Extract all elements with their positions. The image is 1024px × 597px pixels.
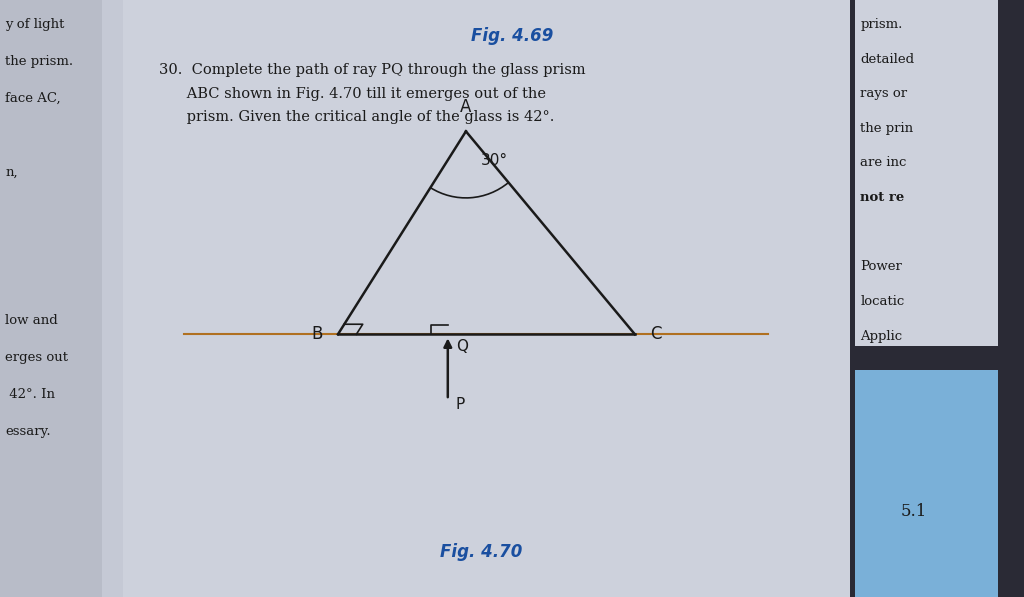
Text: 30°: 30° [480,153,508,168]
Text: rays or: rays or [860,87,907,100]
Text: are inc: are inc [860,156,906,170]
FancyBboxPatch shape [855,370,998,597]
Text: locatic: locatic [860,295,904,308]
Text: detailed: detailed [860,53,914,66]
Text: Applic: Applic [860,330,902,343]
Text: ABC shown in Fig. 4.70 till it emerges out of the: ABC shown in Fig. 4.70 till it emerges o… [159,87,546,100]
Text: 30.  Complete the path of ray PQ through the glass prism: 30. Complete the path of ray PQ through … [159,63,586,76]
Text: prism. Given the critical angle of the glass is 42°.: prism. Given the critical angle of the g… [159,110,554,124]
Text: 42°. In: 42°. In [5,388,55,401]
Text: low and: low and [5,314,58,327]
Text: the prin: the prin [860,122,913,135]
FancyBboxPatch shape [855,0,998,346]
Text: y of light: y of light [5,18,65,31]
FancyBboxPatch shape [102,0,870,597]
Text: essary.: essary. [5,425,51,438]
Text: n,: n, [5,166,17,179]
Text: Fig. 4.69: Fig. 4.69 [471,27,553,45]
Text: Fig. 4.70: Fig. 4.70 [440,543,522,561]
Text: face AC,: face AC, [5,92,60,105]
Text: A: A [460,99,472,116]
Text: not re: not re [860,191,904,204]
Text: P: P [456,397,465,412]
Text: Q: Q [456,339,468,354]
FancyBboxPatch shape [850,0,1024,597]
Text: 5.1: 5.1 [901,503,928,519]
Text: C: C [650,325,662,343]
Text: prism.: prism. [860,18,902,31]
Text: B: B [311,325,323,343]
Text: the prism.: the prism. [5,55,74,68]
FancyBboxPatch shape [123,0,850,597]
Text: Power: Power [860,260,902,273]
Text: erges out: erges out [5,351,69,364]
